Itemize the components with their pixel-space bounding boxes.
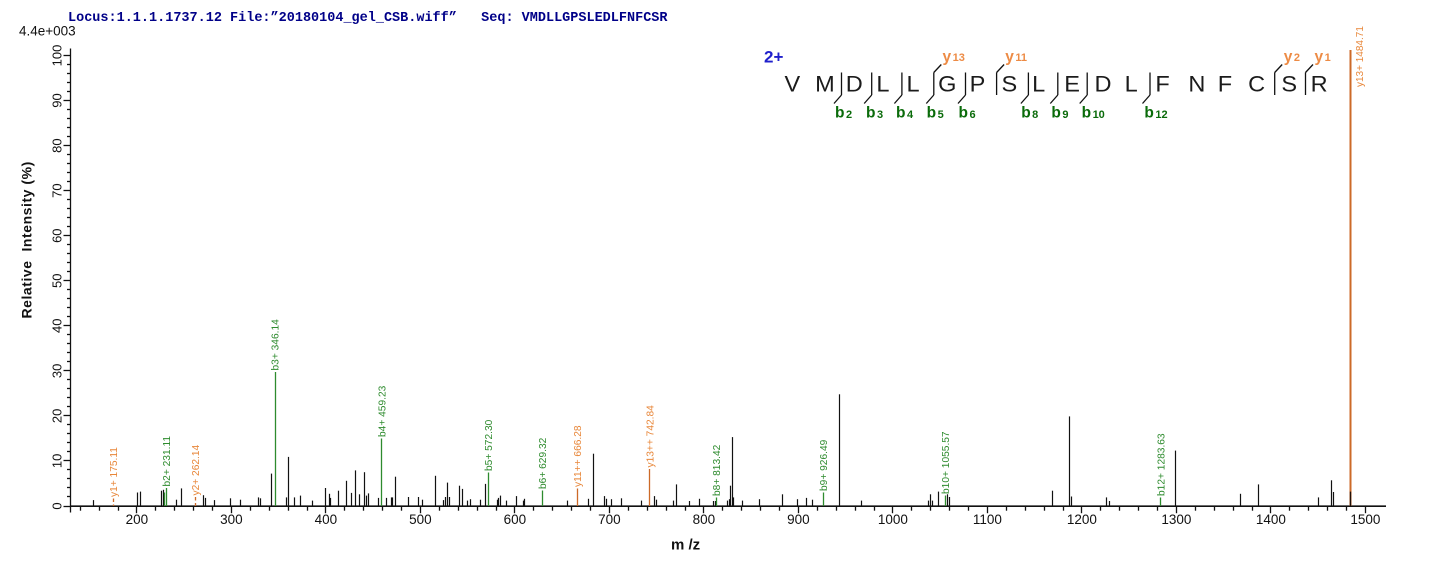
svg-text:1100: 1100 [973,512,1002,527]
svg-text:y1: y1 [1315,49,1331,66]
svg-text:D: D [846,71,863,96]
svg-text:G: G [938,71,956,96]
svg-text:L: L [876,71,889,96]
svg-text:b10+ 1055.57: b10+ 1055.57 [941,431,952,494]
svg-text:b8+ 813.42: b8+ 813.42 [712,444,723,496]
svg-text:b6: b6 [959,105,976,122]
svg-text:1000: 1000 [878,512,908,527]
svg-text:y11++ 666.28: y11++ 666.28 [573,425,584,487]
svg-text:Relative Intensity (%): Relative Intensity (%) [19,161,35,318]
svg-text:90: 90 [50,93,65,107]
svg-text:600: 600 [504,512,527,527]
svg-text:10: 10 [50,454,65,468]
svg-text:b4+ 459.23: b4+ 459.23 [377,385,388,437]
svg-text:800: 800 [693,512,716,527]
svg-text:60: 60 [50,228,65,242]
svg-text:100: 100 [50,45,65,67]
svg-text:70: 70 [50,183,65,197]
svg-text:y13: y 13 [943,49,965,66]
svg-text:40: 40 [50,319,65,333]
svg-text:b2: b2 [835,105,852,122]
svg-text:F: F [1155,71,1169,96]
svg-text:b9+ 926.49: b9+ 926.49 [819,439,830,491]
svg-text:b6+ 629.32: b6+ 629.32 [538,437,549,489]
svg-text:P: P [970,71,986,96]
svg-text:1300: 1300 [1161,512,1191,527]
svg-text:y2+ 262.14: y2+ 262.14 [191,444,202,495]
svg-text:m /z: m /z [671,537,700,554]
svg-text:E: E [1064,71,1080,96]
svg-text:N: N [1188,71,1205,96]
svg-text:50: 50 [50,274,65,288]
svg-text:b3+ 346.14: b3+ 346.14 [271,319,282,371]
svg-text:1400: 1400 [1256,512,1286,527]
svg-text:b12+ 1283.63: b12+ 1283.63 [1157,433,1168,496]
svg-text:C: C [1248,71,1265,96]
svg-text:500: 500 [409,512,432,527]
svg-text:b3: b3 [866,105,883,122]
svg-text:Locus:1.1.1.1737.12 File:”2018: Locus:1.1.1.1737.12 File:”20180104_gel_C… [68,11,668,26]
svg-text:b9: b9 [1051,105,1068,122]
svg-text:300: 300 [220,512,243,527]
svg-text:R: R [1311,71,1328,96]
svg-text:30: 30 [50,364,65,378]
svg-text:y11: y 11 [1005,49,1027,66]
svg-text:400: 400 [315,512,338,527]
svg-text:S: S [1001,71,1017,96]
svg-text:1500: 1500 [1350,512,1380,527]
svg-text:L: L [907,71,920,96]
svg-text:20: 20 [50,409,65,423]
svg-text:b10: b 10 [1082,105,1105,122]
svg-text:700: 700 [598,512,621,527]
svg-text:V: V [784,71,801,96]
svg-text:2+: 2+ [764,48,783,67]
svg-text:b4: b4 [896,105,914,122]
svg-text:1200: 1200 [1067,512,1097,527]
svg-text:80: 80 [50,138,65,152]
svg-text:L: L [1125,71,1138,96]
svg-text:y13++ 742.84: y13++ 742.84 [645,405,656,468]
svg-text:F: F [1218,71,1232,96]
svg-text:b5+ 572.30: b5+ 572.30 [484,419,495,471]
svg-text:y13+ 1484.71: y13+ 1484.71 [1355,26,1366,87]
svg-text:4.4e+003: 4.4e+003 [19,24,76,39]
svg-text:L: L [1032,71,1045,96]
svg-text:0: 0 [50,502,65,509]
svg-text:b5: b5 [927,105,944,122]
svg-text:y2: y2 [1284,49,1300,66]
svg-text:y1+ 175.11: y1+ 175.11 [109,447,120,497]
svg-text:b12: b 12 [1144,105,1167,122]
svg-text:900: 900 [787,512,810,527]
svg-text:S: S [1281,71,1297,96]
svg-text:b2+ 231.11: b2+ 231.11 [162,436,173,487]
svg-text:M: M [815,71,835,96]
svg-text:b8: b8 [1021,105,1038,122]
svg-text:200: 200 [126,512,149,527]
svg-text:D: D [1095,71,1112,96]
